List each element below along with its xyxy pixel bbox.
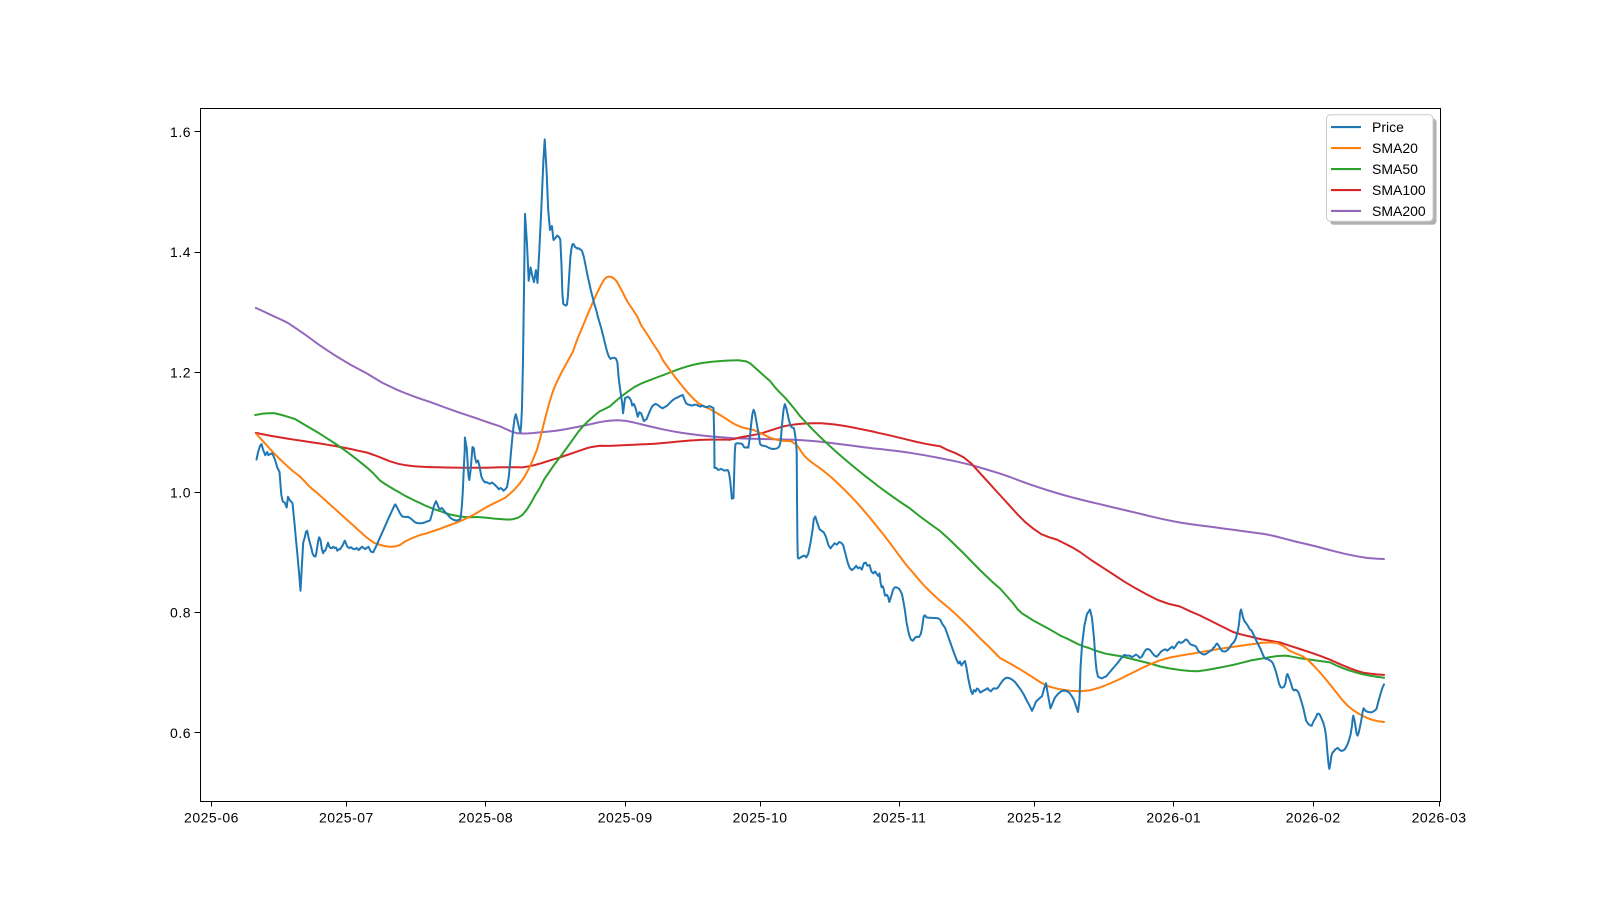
svg-text:SMA50: SMA50 [1372,161,1418,177]
svg-text:1.0: 1.0 [170,485,191,501]
svg-text:1.6: 1.6 [170,124,191,140]
svg-text:2025-08: 2025-08 [458,810,513,826]
svg-text:2026-03: 2026-03 [1412,810,1467,826]
svg-text:1.2: 1.2 [170,364,191,380]
svg-text:2025-06: 2025-06 [184,810,239,826]
svg-text:SMA100: SMA100 [1372,182,1426,198]
svg-text:SMA200: SMA200 [1372,203,1426,219]
svg-text:2025-10: 2025-10 [733,810,788,826]
svg-text:2026-01: 2026-01 [1146,810,1201,826]
svg-text:Price: Price [1372,119,1404,135]
svg-text:0.6: 0.6 [170,725,191,741]
svg-text:0.8: 0.8 [170,605,191,621]
svg-text:2025-11: 2025-11 [873,810,927,826]
svg-text:2025-12: 2025-12 [1007,810,1062,826]
svg-text:1.4: 1.4 [170,244,191,260]
svg-text:2025-09: 2025-09 [598,810,653,826]
svg-text:2026-02: 2026-02 [1286,810,1341,826]
svg-text:SMA20: SMA20 [1372,140,1418,156]
svg-text:2025-07: 2025-07 [319,810,374,826]
